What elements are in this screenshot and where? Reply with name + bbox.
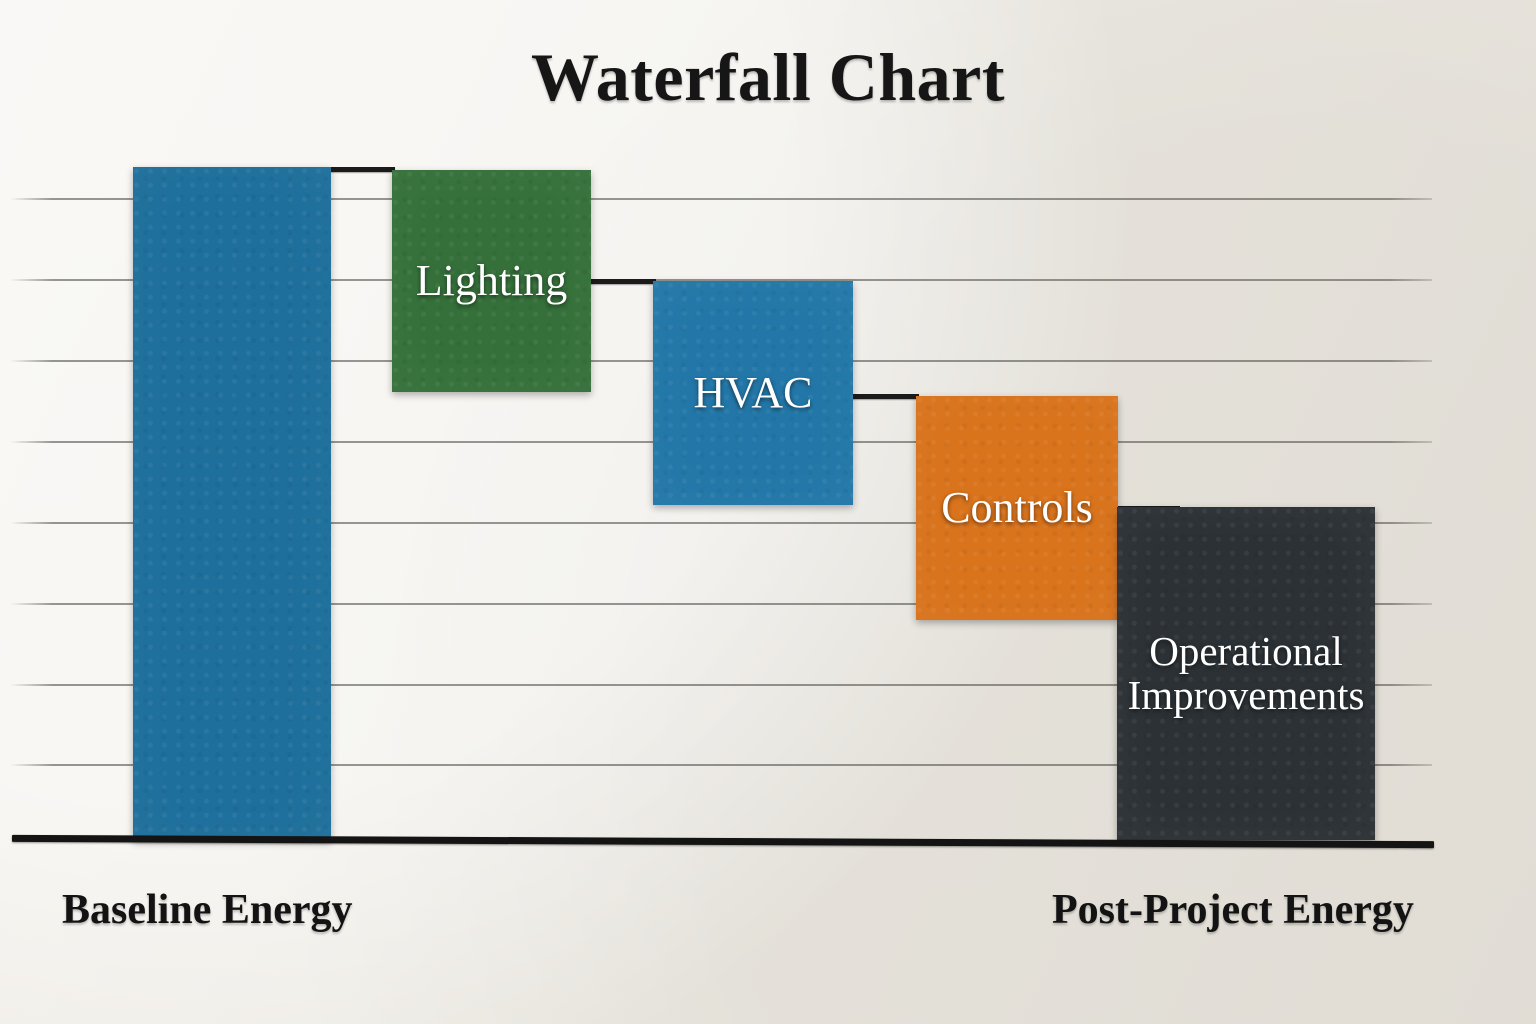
gridline-6 [10, 603, 1432, 605]
bar-controls[interactable]: Controls [916, 396, 1118, 620]
connector-lighting-to-hvac [590, 279, 656, 284]
bar-label-lighting: Lighting [415, 255, 568, 305]
category-label-baseline-energy: Baseline Energy [62, 887, 353, 933]
bar-lighting[interactable]: Lighting [392, 170, 591, 392]
gridline-8 [10, 764, 1432, 766]
gridline-1 [10, 198, 1432, 200]
gridline-7 [10, 684, 1432, 686]
bar-operational-improvements[interactable]: Operational Improvements [1117, 507, 1375, 840]
bar-label-controls: Controls [941, 482, 1093, 532]
gridline-5 [10, 522, 1432, 524]
chart-title: Waterfall Chart [531, 39, 1005, 115]
connector-baseline-to-lighting [331, 167, 395, 172]
bar-baseline-energy[interactable] [133, 167, 331, 840]
gridline-2 [10, 279, 1432, 281]
connector-hvac-to-controls [852, 394, 919, 399]
bar-label-operational-improvements: Operational Improvements [1127, 628, 1365, 718]
category-label-post-project-energy: Post-Project Energy [1052, 887, 1414, 933]
bar-hvac[interactable]: HVAC [653, 281, 853, 505]
bar-label-hvac: HVAC [693, 367, 813, 417]
